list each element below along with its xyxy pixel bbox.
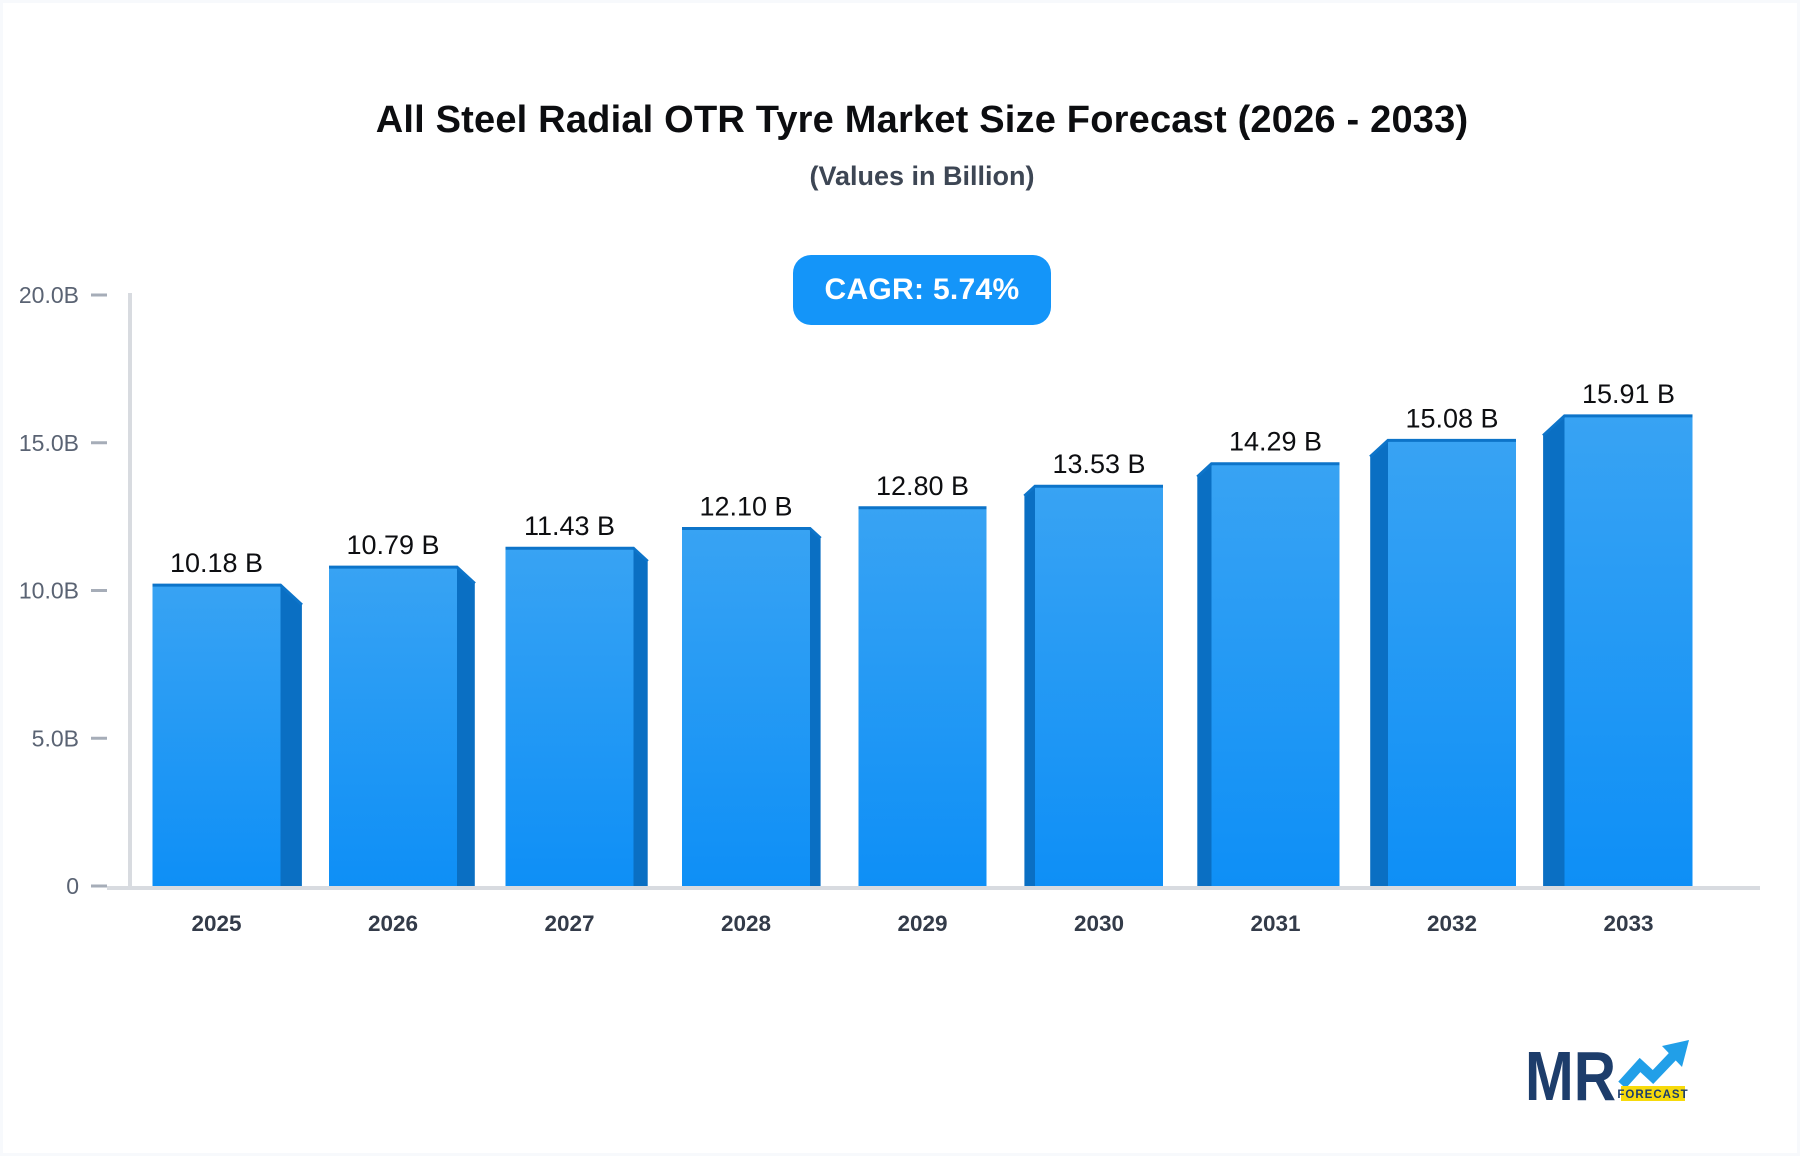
page-title: All Steel Radial OTR Tyre Market Size Fo…: [375, 99, 1469, 141]
y-tick-label-15.0B: 15.0B: [19, 430, 79, 456]
logo-forecast-banner: [1621, 1086, 1685, 1101]
x-tick-label-2032: 2032: [1427, 911, 1477, 936]
bar-top-edge-2030: [1023, 484, 1163, 498]
x-tick-label-2031: 2031: [1250, 911, 1300, 936]
mr-forecast-logo: MR FORECAST: [1525, 1039, 1689, 1111]
bar-value-label-2027: 11.43 B: [524, 511, 615, 541]
bar-top-edge-2027: [505, 546, 649, 563]
logo-mr-text: MR: [1525, 1039, 1616, 1111]
bar-side-2033: [1543, 415, 1565, 886]
bar-2033: [1564, 415, 1693, 886]
y-tick-label-10.0B: 10.0B: [19, 578, 79, 604]
chart-card: All Steel Radial OTR Tyre Market Size Fo…: [3, 3, 1797, 1153]
x-tick-label-2029: 2029: [897, 911, 947, 936]
bar-side-2028: [810, 528, 821, 886]
bar-value-label-2025: 10.18 B: [170, 548, 263, 578]
x-tick-label-2033: 2033: [1603, 911, 1653, 936]
x-tick-label-2026: 2026: [368, 911, 418, 936]
cagr-badge: CAGR: 5.74%: [793, 255, 1051, 325]
bar-top-edge-2028: [682, 526, 822, 540]
bar-2027: [505, 548, 634, 886]
bar-chart: 0 5.0B 10.0B 15.0B 20.0B 10.18 B 2025 10.79 B 20…: [19, 282, 1760, 936]
y-tick-label-20.0B: 20.0B: [19, 282, 79, 308]
bar-value-label-2028: 12.10 B: [699, 491, 792, 521]
trend-arrow-head-icon: [1662, 1040, 1689, 1067]
x-tick-label-2028: 2028: [721, 911, 771, 936]
bar-2030: [1035, 486, 1163, 886]
bar-2029: [858, 507, 987, 886]
bar-2025: [152, 585, 281, 886]
page-subtitle: (Values in Billion): [809, 161, 1035, 191]
trend-arrow-icon: [1618, 1052, 1677, 1089]
bar-side-2027: [633, 548, 648, 886]
bar-side-2030: [1024, 486, 1035, 886]
bar-top-edge-2026: [329, 565, 476, 585]
logo-forecast-text: FORECAST: [1617, 1089, 1688, 1101]
bar-2028: [682, 528, 810, 886]
bar-value-label-2030: 13.53 B: [1052, 449, 1145, 479]
bar-side-2031: [1197, 463, 1212, 886]
bar-value-label-2033: 15.91 B: [1582, 379, 1675, 409]
bar-2031: [1211, 463, 1340, 886]
bar-side-2026: [457, 567, 475, 886]
bar-2026: [329, 567, 457, 886]
bar-value-label-2029: 12.80 B: [876, 471, 969, 501]
bar-top-edge-2025: [152, 583, 303, 606]
bar-top-edge-2032: [1369, 438, 1516, 458]
bar-value-label-2026: 10.79 B: [346, 530, 439, 560]
x-tick-label-2025: 2025: [191, 911, 241, 936]
bar-side-2032: [1370, 440, 1388, 886]
bar-value-label-2031: 14.29 B: [1229, 427, 1322, 457]
x-tick-label-2027: 2027: [544, 911, 594, 936]
bar-2032: [1388, 440, 1516, 886]
cagr-badge-wrap: CAGR: 5.74%: [47, 255, 1797, 325]
bar-value-label-2032: 15.08 B: [1405, 403, 1498, 433]
y-tick-label-0: 0: [66, 873, 79, 899]
bar-top-edge-2033: [1542, 414, 1693, 437]
bar-side-2025: [280, 585, 302, 886]
bar-top-edge-2031: [1196, 462, 1340, 478]
x-tick-label-2030: 2030: [1074, 911, 1124, 936]
y-tick-label-5.0B: 5.0B: [32, 725, 79, 751]
